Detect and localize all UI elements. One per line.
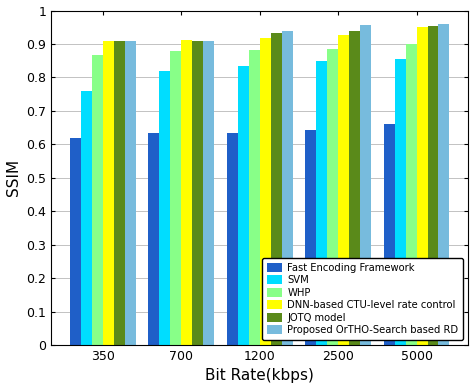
Bar	[428, 26, 438, 345]
Bar	[338, 35, 349, 345]
Bar	[238, 66, 249, 345]
Bar	[114, 41, 125, 345]
Bar	[125, 41, 136, 345]
Bar	[92, 55, 103, 345]
Bar	[316, 61, 327, 345]
Bar	[438, 24, 449, 345]
Bar	[305, 130, 316, 345]
Bar	[170, 51, 181, 345]
Bar	[282, 31, 292, 345]
Bar	[327, 49, 338, 345]
Bar	[103, 41, 114, 345]
Bar	[349, 31, 360, 345]
Bar	[271, 33, 282, 345]
Bar	[406, 44, 417, 345]
Bar	[159, 71, 170, 345]
Bar	[148, 133, 159, 345]
X-axis label: Bit Rate(kbps): Bit Rate(kbps)	[205, 368, 314, 384]
Bar	[181, 40, 192, 345]
Bar	[227, 133, 238, 345]
Bar	[360, 25, 371, 345]
Bar	[192, 41, 203, 345]
Y-axis label: SSIM: SSIM	[6, 159, 20, 196]
Bar	[81, 91, 92, 345]
Bar	[383, 124, 394, 345]
Bar	[260, 38, 271, 345]
Bar	[70, 138, 81, 345]
Bar	[203, 41, 214, 345]
Bar	[249, 50, 260, 345]
Bar	[394, 59, 406, 345]
Bar	[417, 26, 428, 345]
Legend: Fast Encoding Framework, SVM, WHP, DNN-based CTU-level rate control, JOTQ model,: Fast Encoding Framework, SVM, WHP, DNN-b…	[262, 258, 464, 340]
